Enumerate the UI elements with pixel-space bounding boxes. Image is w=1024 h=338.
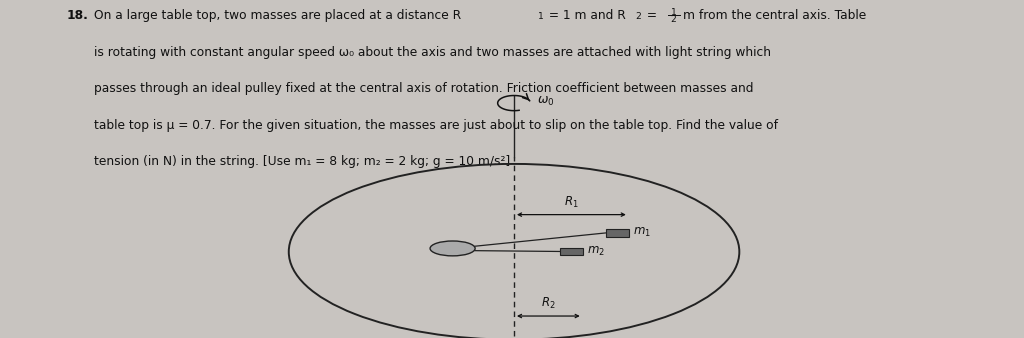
Text: 1: 1	[671, 8, 677, 17]
Text: $m_2$: $m_2$	[587, 245, 604, 258]
Text: $m_1$: $m_1$	[633, 226, 651, 239]
Text: is rotating with constant angular speed ω₀ about the axis and two masses are att: is rotating with constant angular speed …	[94, 46, 771, 59]
Text: $\omega_0$: $\omega_0$	[537, 95, 554, 108]
Bar	[606, 229, 629, 237]
Text: 2: 2	[671, 15, 677, 24]
Text: $R_2$: $R_2$	[541, 296, 556, 311]
Text: 2: 2	[636, 12, 642, 21]
Text: tension (in N) in the string. [Use m₁ = 8 kg; m₂ = 2 kg; g = 10 m/s²]: tension (in N) in the string. [Use m₁ = …	[94, 155, 510, 168]
Bar	[560, 248, 583, 255]
Text: =: =	[643, 9, 660, 22]
Text: 1: 1	[539, 12, 544, 21]
Text: = 1 m and R: = 1 m and R	[546, 9, 627, 22]
Text: table top is μ = 0.7. For the given situation, the masses are just about to slip: table top is μ = 0.7. For the given situ…	[94, 119, 778, 132]
Text: On a large table top, two masses are placed at a distance R: On a large table top, two masses are pla…	[94, 9, 462, 22]
Text: m from the central axis. Table: m from the central axis. Table	[683, 9, 866, 22]
Text: $R_1$: $R_1$	[564, 194, 579, 210]
Text: 18.: 18.	[67, 9, 88, 22]
Text: passes through an ideal pulley fixed at the central axis of rotation. Friction c: passes through an ideal pulley fixed at …	[94, 82, 754, 95]
Circle shape	[430, 241, 475, 256]
